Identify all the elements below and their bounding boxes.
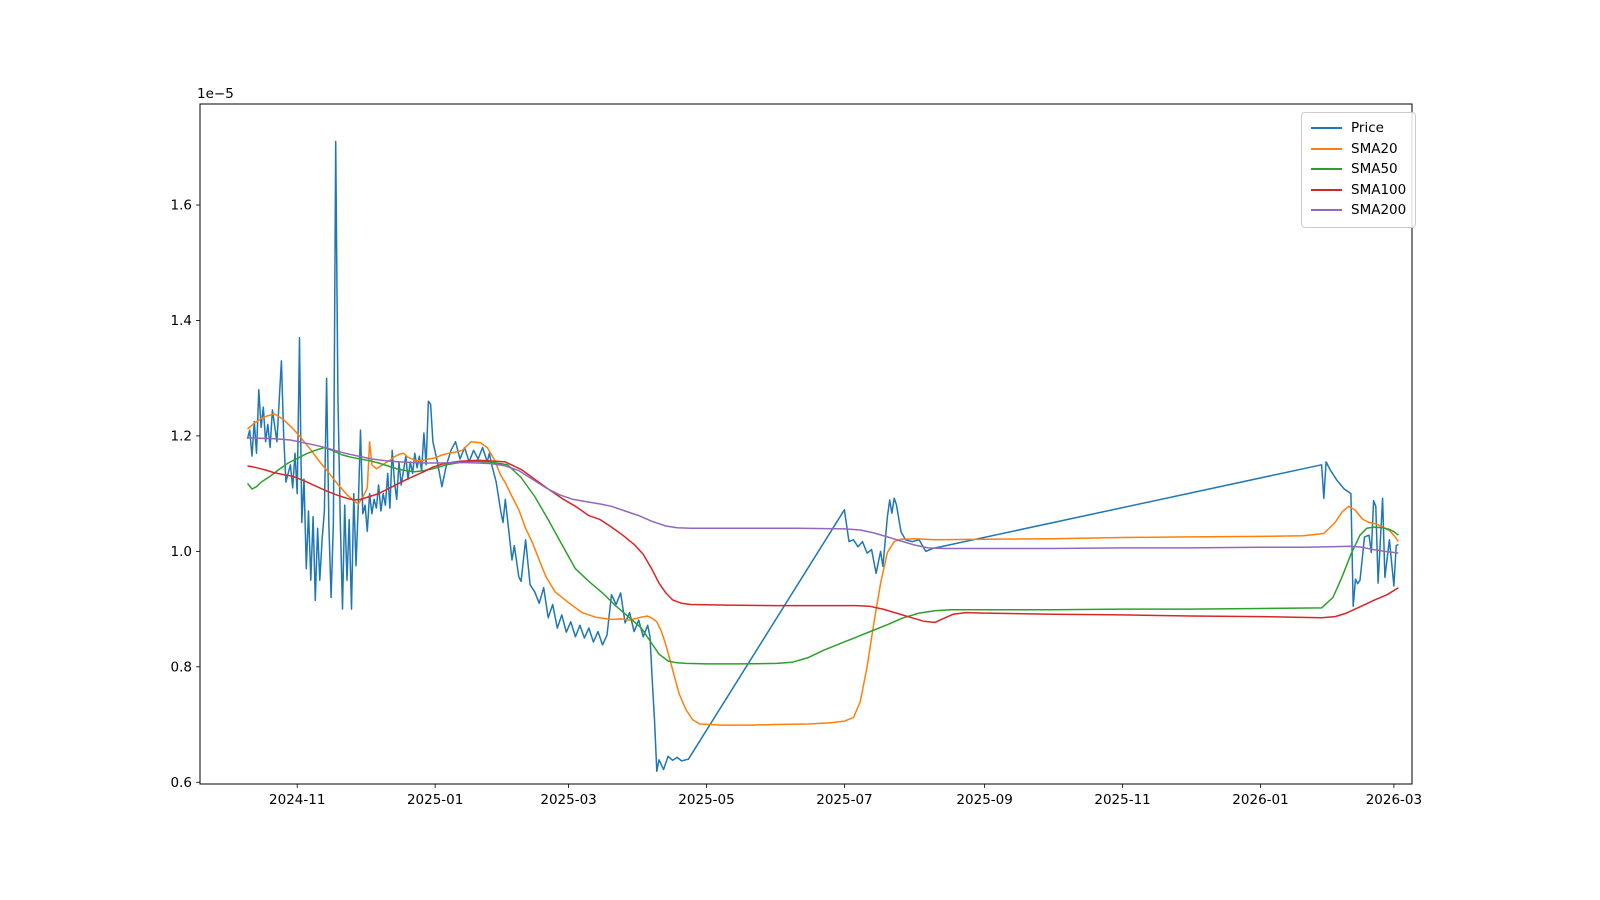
x-tick-label: 2025-07 <box>816 792 872 808</box>
y-tick-label: 1.4 <box>171 313 192 329</box>
legend-label: Price <box>1351 120 1384 137</box>
legend-line-sample <box>1311 127 1342 130</box>
legend-item-sma200: SMA200 <box>1311 200 1406 221</box>
x-tick-label: 2026-03 <box>1366 792 1422 808</box>
x-tick-label: 2025-09 <box>956 792 1012 808</box>
legend-item-sma50: SMA50 <box>1311 159 1406 180</box>
y-tick-label: 1.0 <box>171 544 192 560</box>
x-tick-label: 2025-01 <box>407 792 463 808</box>
x-tick-label: 2025-05 <box>678 792 734 808</box>
sma200-line <box>247 436 1399 554</box>
sma100-line <box>247 459 1399 624</box>
axes-spines <box>199 103 1413 785</box>
x-tick-label: 2025-03 <box>540 792 596 808</box>
legend-label: SMA50 <box>1351 161 1398 178</box>
legend-line-sample <box>1311 188 1342 191</box>
legend-line-sample <box>1311 209 1342 212</box>
legend-line-sample <box>1311 168 1342 171</box>
y-tick-label: 1.2 <box>171 428 192 444</box>
legend-item-sma100: SMA100 <box>1311 180 1406 201</box>
y-tick-label: 0.8 <box>171 659 192 675</box>
legend-item-sma20: SMA20 <box>1311 139 1406 160</box>
y-tick-label: 1.6 <box>171 198 192 214</box>
legend: Price SMA20 SMA50 SMA100 SMA200 <box>1301 112 1417 228</box>
legend-label: SMA200 <box>1351 202 1407 219</box>
sma50-line <box>246 446 1399 665</box>
price-line <box>246 140 1399 773</box>
y-axis-offset-label: 1e−5 <box>197 86 234 102</box>
x-tick-label: 2025-11 <box>1094 792 1150 808</box>
legend-label: SMA20 <box>1351 140 1398 157</box>
y-tick-label: 0.6 <box>171 775 192 791</box>
sma20-line <box>247 413 1400 726</box>
legend-label: SMA100 <box>1351 181 1407 198</box>
x-tick-label: 2026-01 <box>1232 792 1288 808</box>
legend-line-sample <box>1311 147 1342 150</box>
legend-item-price: Price <box>1311 118 1406 139</box>
x-tick-label: 2024-11 <box>269 792 325 808</box>
